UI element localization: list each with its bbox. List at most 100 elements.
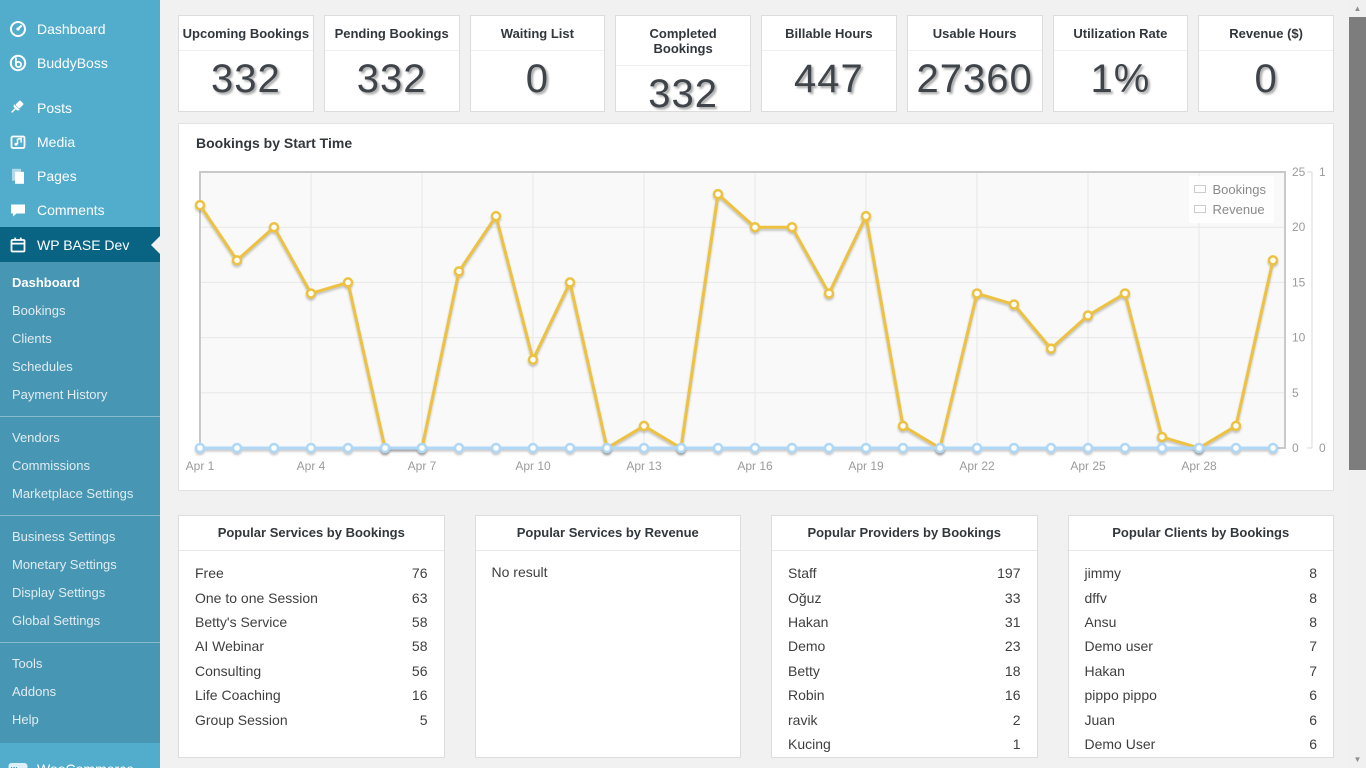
sidebar-item-label: BuddyBoss [37,55,108,71]
submenu-item-tools[interactable]: Tools [12,656,43,671]
list-row: pippo pippo 6 [1085,683,1318,707]
list-row: Juan 6 [1085,707,1318,731]
svg-text:10: 10 [1292,331,1306,345]
svg-text:Apr 13: Apr 13 [626,459,662,473]
legend-label: Revenue [1212,201,1265,217]
row-value: 58 [411,613,428,630]
sidebar-item-buddyboss[interactable]: BuddyBoss [0,46,160,80]
submenu-item-commissions[interactable]: Commissions [12,458,91,473]
submenu-item-monetary-settings[interactable]: Monetary Settings [12,557,117,572]
list-row: Oğuz 33 [788,585,1021,609]
row-label: Kucing [788,735,831,752]
sidebar-item-label: Posts [37,100,73,116]
svg-text:25: 25 [1292,165,1306,179]
svg-text:Apr 10: Apr 10 [515,459,551,473]
submenu-item-marketplace-settings[interactable]: Marketplace Settings [12,486,134,501]
submenu-item-addons[interactable]: Addons [12,684,57,699]
row-value: 8 [1309,589,1317,606]
row-label: Oğuz [788,589,822,606]
stat-card-completed-bookings: Completed Bookings 332 [615,15,751,116]
vertical-scrollbar: ▲ ▼ [1349,0,1366,768]
stat-card-waiting-list: Waiting List 0 [469,15,606,112]
stat-cards: Upcoming Bookings 332 Pending Bookings 3… [178,15,1334,116]
list-row: jimmy 8 [1085,561,1318,585]
scroll-up-arrow[interactable]: ▲ [1353,4,1362,13]
submenu-item-business-settings[interactable]: Business Settings [12,529,116,544]
scroll-down-arrow[interactable]: ▼ [1353,755,1362,764]
sidebar-item-posts[interactable]: Posts [0,91,160,125]
svg-text:20: 20 [1292,220,1306,234]
row-label: Demo [788,638,826,655]
svg-text:0: 0 [1319,441,1326,455]
list-row: AI Webinar 58 [195,634,428,658]
submenu-item-display-settings[interactable]: Display Settings [12,585,106,600]
chart-legend: Bookings Revenue [1188,176,1274,223]
stat-card-utilization-rate: Utilization Rate 1% [1052,15,1189,112]
media-icon [8,132,28,152]
dashboard-icon [8,19,28,39]
calendar-icon [8,235,28,255]
list-row: ravik 2 [788,707,1021,731]
row-value: 31 [1004,613,1021,630]
revenue-swatch [1193,205,1206,213]
stat-value: 447 [794,57,864,101]
panel-popular-providers-by-bookings: Popular Providers by Bookings Staff 197 Oğ… [771,515,1038,758]
row-label: Consulting [195,662,262,679]
bookings-chart-card: Bookings by Start Time 0 5 10 15 20 25 1 0 Apr 1… [178,123,1334,491]
sidebar-item-label: Comments [37,202,105,218]
submenu-divider [0,642,160,643]
svg-text:0: 0 [1292,441,1299,455]
svg-text:Apr 4: Apr 4 [297,459,326,473]
sidebar-item-wp-base-dev[interactable]: WP BASE Dev [0,227,160,262]
list-row: Group Session 5 [195,707,428,731]
row-label: AI Webinar [195,638,264,655]
wp-base-submenu: Dashboard Bookings Clients Schedules Pay… [0,262,160,743]
sidebar-item-pages[interactable]: Pages [0,159,160,193]
stat-card-billable-hours: Billable Hours 447 [761,15,897,112]
submenu-item-help[interactable]: Help [12,712,39,727]
submenu-item-vendors[interactable]: Vendors [12,430,60,445]
sidebar-item-label: Pages [37,168,77,184]
submenu-item-clients[interactable]: Clients [12,331,52,346]
sidebar-item-comments[interactable]: Comments [0,193,160,227]
sidebar-item-label: Dashboard [37,21,106,37]
submenu-item-bookings[interactable]: Bookings [12,303,66,318]
scrollbar-thumb[interactable] [1349,17,1366,470]
row-value: 8 [1309,565,1317,582]
row-value: 8 [1309,613,1317,630]
stat-value: 0 [525,57,549,101]
panel-popular-services-by-bookings: Popular Services by Bookings Free 76 One t… [178,515,445,758]
list-row: Robin 16 [788,683,1021,707]
legend-label: Bookings [1212,181,1266,197]
submenu-item-dashboard[interactable]: Dashboard [12,275,80,290]
row-value: 5 [419,711,428,728]
stat-label: Utilization Rate [1053,16,1188,51]
list-row: Hakan 7 [1085,659,1318,683]
row-label: ravik [788,711,818,728]
stat-label: Pending Bookings [324,16,459,51]
submenu-item-schedules[interactable]: Schedules [12,359,73,374]
legend-item-revenue: Revenue [1193,199,1266,219]
sidebar-item-woocommerce[interactable]: Woo WooCommerce [0,752,160,768]
pages-icon [8,166,28,186]
list-row: Ansu 8 [1085,610,1318,634]
sidebar-item-label: WooCommerce [37,761,134,768]
sidebar-item-dashboard[interactable]: Dashboard [0,12,160,46]
row-value: 7 [1309,662,1317,679]
buddyboss-icon [8,53,28,73]
row-value: 18 [1004,662,1021,679]
stat-label: Waiting List [470,16,605,51]
submenu-item-global-settings[interactable]: Global Settings [12,613,101,628]
row-value: 23 [1004,638,1021,655]
row-value: 6 [1309,711,1317,728]
sidebar-item-media[interactable]: Media [0,125,160,159]
submenu-item-payment-history[interactable]: Payment History [12,387,108,402]
row-label: Group Session [195,711,288,728]
row-value: 16 [411,687,428,704]
stat-label: Usable Hours [907,16,1042,51]
comments-icon [8,200,28,220]
list-row: Kucing 1 [788,732,1021,756]
stat-value: 332 [211,57,281,101]
no-result-text: No result [491,564,548,580]
